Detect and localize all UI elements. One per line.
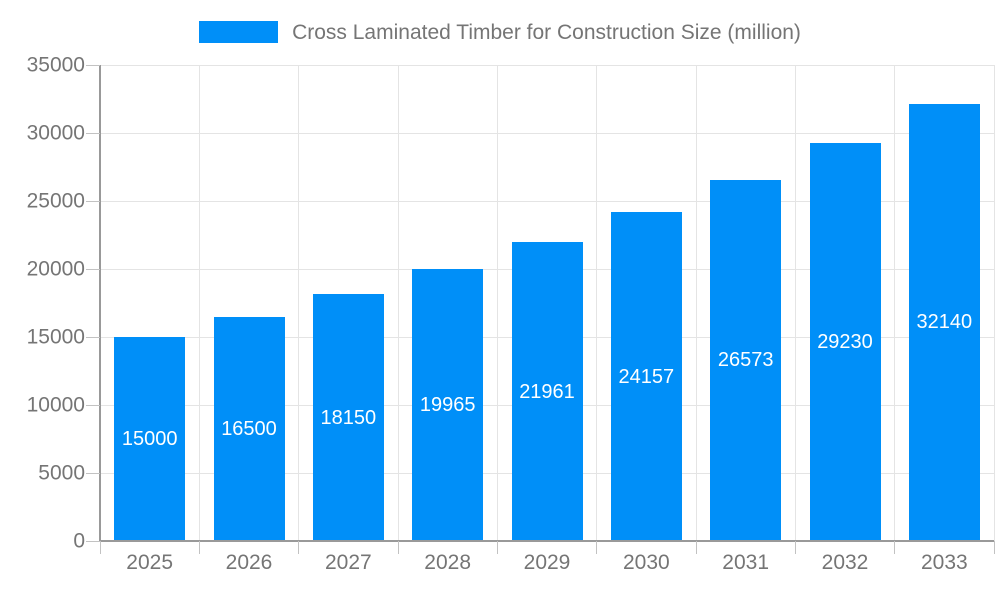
y-tick-label: 0: [73, 529, 85, 553]
x-tick-mark: [496, 541, 498, 554]
v-gridline: [596, 65, 598, 541]
x-tick-mark: [99, 541, 101, 554]
y-tick-mark: [86, 336, 100, 338]
legend-label: Cross Laminated Timber for Construction …: [292, 20, 801, 44]
bar[interactable]: [809, 143, 881, 541]
x-tick-mark: [993, 541, 995, 554]
legend[interactable]: Cross Laminated Timber for Construction …: [0, 14, 1000, 50]
y-tick-mark: [86, 132, 100, 134]
bar[interactable]: [710, 179, 782, 541]
bar[interactable]: [213, 316, 285, 541]
x-tick-label: 2028: [424, 551, 472, 574]
x-tick-mark: [198, 541, 200, 554]
x-tick-label: 2025: [126, 551, 174, 574]
bar-value-label: 21961: [519, 380, 575, 403]
v-gridline: [894, 65, 896, 541]
x-axis-line: [100, 540, 994, 542]
h-gridline: [100, 200, 994, 202]
x-tick-label: 2029: [523, 551, 571, 574]
v-gridline: [496, 65, 498, 541]
v-gridline: [198, 65, 200, 541]
y-tick-label: 30000: [26, 121, 85, 145]
bar[interactable]: [114, 337, 186, 541]
plot-area: 15000 16500 18150 19965 21961 24157 26573 29230…: [99, 64, 995, 542]
y-tick-label: 5000: [38, 461, 85, 485]
bar[interactable]: [312, 294, 384, 541]
x-tick-mark: [894, 541, 896, 554]
x-tick-label: 2030: [622, 551, 670, 574]
y-tick-label: 35000: [26, 53, 85, 77]
v-gridline: [695, 65, 697, 541]
x-tick-mark: [298, 541, 300, 554]
x-tick-label: 2027: [324, 551, 372, 574]
v-gridline: [298, 65, 300, 541]
v-gridline: [794, 65, 796, 541]
y-tick-label: 20000: [26, 257, 85, 281]
x-tick-mark: [397, 541, 399, 554]
x-tick-mark: [596, 541, 598, 554]
bar-value-label: 15000: [121, 428, 178, 450]
y-tick-mark: [86, 200, 100, 202]
h-gridline: [100, 64, 994, 66]
bar-value-label: 32140: [916, 311, 973, 334]
x-tick-label: 2026: [225, 551, 273, 574]
x-tick-mark: [794, 541, 796, 554]
y-tick-mark: [86, 540, 100, 542]
y-tick-mark: [86, 404, 100, 406]
bar[interactable]: [412, 269, 484, 541]
bar[interactable]: [610, 212, 682, 541]
x-tick-label: 2032: [821, 551, 869, 574]
x-tick-mark: [695, 541, 697, 554]
h-gridline: [100, 132, 994, 134]
bar-value-label: 26573: [717, 349, 774, 372]
bar[interactable]: [511, 242, 583, 541]
y-tick-label: 10000: [26, 393, 85, 417]
y-tick-mark: [86, 64, 100, 66]
y-axis-line: [99, 65, 101, 541]
y-tick-label: 25000: [26, 189, 85, 213]
v-gridline: [397, 65, 399, 541]
y-tick-mark: [86, 268, 100, 270]
bar[interactable]: [908, 103, 980, 541]
x-tick-label: 2033: [920, 551, 968, 574]
legend-swatch-icon: [199, 21, 279, 43]
bar-value-label: 16500: [221, 417, 277, 440]
y-tick-label: 15000: [26, 325, 85, 349]
x-tick-label: 2031: [722, 551, 770, 574]
bar-value-label: 19965: [419, 394, 476, 417]
y-tick-mark: [86, 472, 100, 474]
bar-value-label: 18150: [320, 406, 377, 429]
bar-value-label: 29230: [817, 331, 873, 354]
bar-value-label: 24157: [618, 365, 675, 388]
v-gridline: [993, 65, 995, 541]
